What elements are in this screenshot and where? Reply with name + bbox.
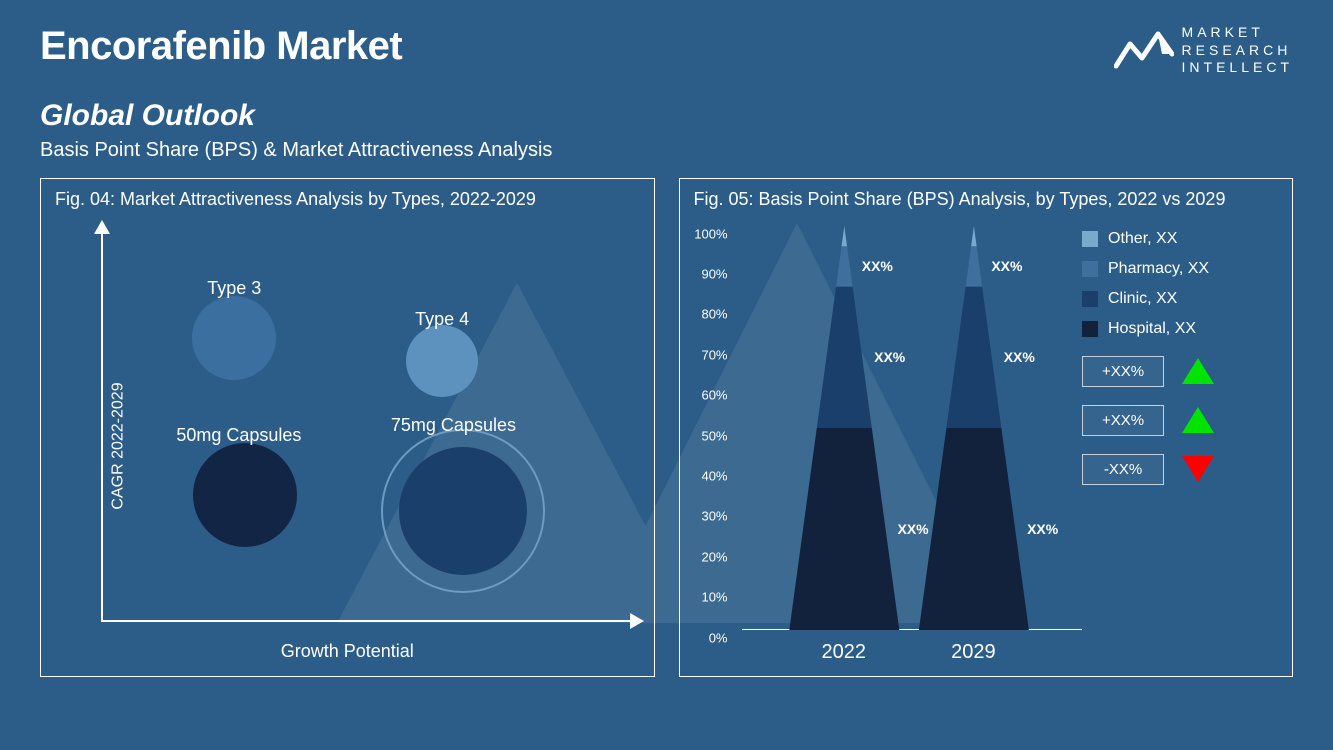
x-axis [101, 620, 634, 622]
bubble-label: Type 3 [207, 278, 261, 299]
x-axis-label: Growth Potential [281, 641, 414, 662]
subheader-subtitle: Basis Point Share (BPS) & Market Attract… [40, 139, 1293, 162]
category-label: 2022 [822, 641, 867, 664]
ytick: 0% [690, 630, 734, 645]
segment-label: XX% [991, 258, 1022, 274]
ytick: 50% [690, 428, 734, 443]
bubble-label: 75mg Capsules [391, 415, 516, 436]
panel-title-left: Fig. 04: Market Attractiveness Analysis … [41, 179, 654, 216]
triangle-down-icon [1182, 456, 1214, 482]
brand-logo: MARKET RESEARCH INTELLECT [1114, 24, 1293, 77]
legend-swatch [1082, 261, 1098, 277]
cone-segment [971, 226, 977, 246]
ytick: 90% [690, 266, 734, 281]
cone-chart-wrap: XX%XX%XX%XX%XX%XX% 0%10%20%30%40%50%60%7… [680, 216, 1293, 676]
legend-label: Pharmacy, XX [1108, 260, 1209, 278]
subheader: Global Outlook Basis Point Share (BPS) &… [0, 87, 1333, 162]
ytick: 10% [690, 590, 734, 605]
bubble [192, 296, 276, 380]
indicator: +XX% [1082, 356, 1274, 387]
ytick: 100% [690, 226, 734, 241]
header: Encorafenib Market MARKET RESEARCH INTEL… [0, 0, 1333, 87]
page-title: Encorafenib Market [40, 24, 402, 69]
bubble-label: 50mg Capsules [176, 425, 301, 446]
indicator-value: +XX% [1082, 356, 1164, 387]
y-axis-label: CAGR 2022-2029 [110, 382, 128, 509]
ytick: 60% [690, 388, 734, 403]
subheader-title: Global Outlook [40, 99, 1293, 133]
bubble-label: Type 4 [415, 309, 469, 330]
triangle-up-icon [1182, 358, 1214, 384]
legend-item: Other, XX [1082, 230, 1274, 248]
cone-segment [946, 286, 1001, 427]
cone-segment [918, 428, 1028, 630]
panel-bps: Fig. 05: Basis Point Share (BPS) Analysi… [679, 178, 1294, 677]
category-label: 2029 [951, 641, 996, 664]
ytick: 30% [690, 509, 734, 524]
legend-item: Hospital, XX [1082, 320, 1274, 338]
logo-line-1: MARKET [1182, 24, 1293, 42]
charts-row: Fig. 04: Market Attractiveness Analysis … [0, 162, 1333, 697]
segment-label: XX% [1004, 349, 1035, 365]
y-axis-arrow-icon [94, 220, 110, 234]
ytick: 20% [690, 549, 734, 564]
segment-label: XX% [1027, 521, 1058, 537]
legend-swatch [1082, 321, 1098, 337]
logo-line-3: INTELLECT [1182, 59, 1293, 77]
triangle-up-icon [1182, 407, 1214, 433]
indicator-value: -XX% [1082, 454, 1164, 485]
logo-text: MARKET RESEARCH INTELLECT [1182, 24, 1293, 77]
bubble-chart: CAGR 2022-2029 Growth Potential Type 3 Ty… [41, 216, 654, 676]
bubble [399, 447, 527, 575]
ytick: 80% [690, 307, 734, 322]
legend-item: Clinic, XX [1082, 290, 1274, 308]
bubble [193, 443, 297, 547]
logo-mark-icon [1114, 26, 1174, 74]
legend-swatch [1082, 231, 1098, 247]
legend-label: Clinic, XX [1108, 290, 1177, 308]
cone-segment [965, 246, 982, 286]
cone [742, 226, 1083, 630]
x-axis-arrow-icon [630, 613, 644, 629]
panel-title-right: Fig. 05: Basis Point Share (BPS) Analysi… [680, 179, 1293, 216]
ytick: 40% [690, 468, 734, 483]
legend-swatch [1082, 291, 1098, 307]
indicator: -XX% [1082, 454, 1274, 485]
legend-label: Other, XX [1108, 230, 1177, 248]
cone-plot: XX%XX%XX%XX%XX%XX% [742, 226, 1083, 630]
indicator: +XX% [1082, 405, 1274, 436]
ytick: 70% [690, 347, 734, 362]
bubble [406, 325, 478, 397]
legend: Other, XX Pharmacy, XX Clinic, XX Hospital,… [1082, 226, 1282, 676]
logo-line-2: RESEARCH [1182, 42, 1293, 60]
cone-chart: XX%XX%XX%XX%XX%XX% 0%10%20%30%40%50%60%7… [690, 226, 1083, 676]
panel-attractiveness: Fig. 04: Market Attractiveness Analysis … [40, 178, 655, 677]
y-axis [101, 228, 103, 622]
legend-label: Hospital, XX [1108, 320, 1196, 338]
indicator-value: +XX% [1082, 405, 1164, 436]
legend-item: Pharmacy, XX [1082, 260, 1274, 278]
